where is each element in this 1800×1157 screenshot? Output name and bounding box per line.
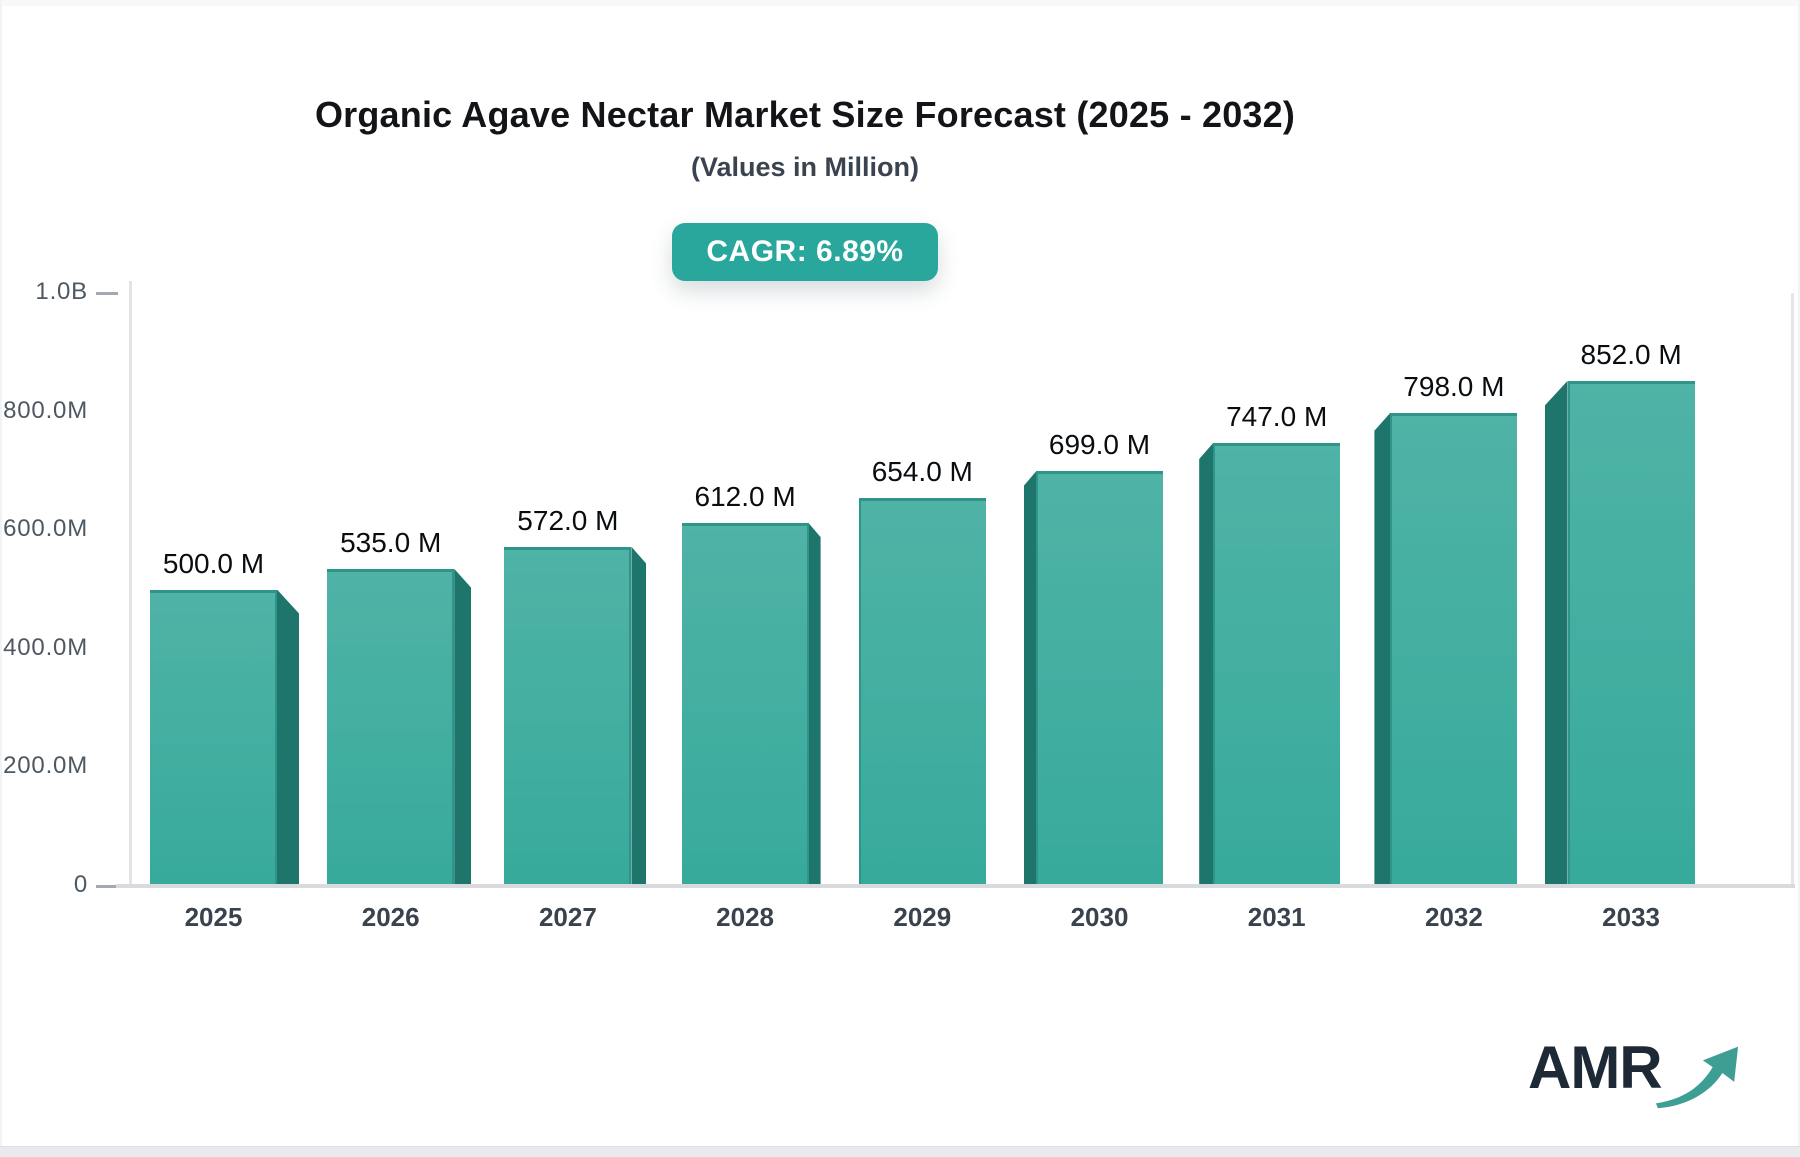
bar-value-label: 852.0 M	[1580, 338, 1682, 370]
bar-2029[interactable]	[858, 498, 986, 886]
x-axis-label: 2033	[1602, 902, 1661, 932]
bar-value-label: 572.0 M	[517, 504, 619, 536]
bar-value-label: 798.0 M	[1403, 370, 1505, 402]
bar-value-label: 500.0 M	[162, 547, 265, 579]
y-axis-tick-label: 0	[73, 871, 88, 898]
bar-2025[interactable]	[150, 589, 277, 886]
bar-value-label: 747.0 M	[1226, 401, 1328, 433]
chart-header: Organic Agave Nectar Market Size Forecas…	[0, 0, 1610, 281]
bar-side-face[interactable]	[454, 568, 472, 886]
page-right-edge	[1798, 0, 1800, 1156]
x-axis-label: 2026	[361, 902, 420, 932]
y-axis-tick-label: 200.0M	[3, 752, 88, 780]
page-top-strip	[0, 0, 1800, 6]
page-bottom-strip	[0, 1146, 1800, 1157]
y-axis-tick-label: 1.0B	[35, 278, 88, 305]
bar-side-face[interactable]	[631, 546, 647, 886]
bar-side-face[interactable]	[808, 523, 821, 886]
amr-logo-text: AMR	[1528, 1034, 1663, 1101]
bar-2026[interactable]	[327, 568, 455, 886]
bar-value-label: 699.0 M	[1048, 429, 1151, 461]
chart-subtitle: (Values in Million)	[690, 152, 920, 182]
bar-value-label: 612.0 M	[694, 481, 796, 513]
bar-2032[interactable]	[1390, 412, 1518, 886]
y-axis-tick-label: 600.0M	[3, 515, 88, 543]
bar-value-label: 535.0 M	[340, 526, 442, 558]
cagr-badge: CAGR: 6.89%	[672, 223, 938, 281]
y-axis-tick-label: 400.0M	[3, 633, 88, 661]
x-axis-label: 2025	[184, 902, 243, 932]
bar-side-face[interactable]	[1544, 380, 1568, 886]
bar-side-face[interactable]	[1024, 471, 1036, 886]
bar-value-label: 654.0 M	[871, 456, 973, 488]
y-axis-line	[129, 281, 132, 886]
amr-logo: AMR	[1528, 1036, 1742, 1110]
bar-2030[interactable]	[1036, 471, 1163, 886]
x-axis-label: 2032	[1424, 902, 1483, 932]
x-axis-label: 2027	[538, 902, 597, 932]
bar-2033[interactable]	[1567, 380, 1695, 886]
x-axis-label: 2029	[893, 902, 952, 932]
chart-title: Organic Agave Nectar Market Size Forecas…	[314, 94, 1296, 135]
x-axis-label: 2028	[716, 902, 775, 932]
bar-side-face[interactable]	[1374, 412, 1391, 886]
bar-2027[interactable]	[504, 546, 632, 886]
page-left-edge	[0, 0, 2, 1156]
bar-side-face[interactable]	[1199, 443, 1214, 886]
y-axis-tick-mark	[96, 292, 118, 295]
y-axis-tick-label: 800.0M	[3, 396, 88, 424]
bar-2028[interactable]	[681, 523, 809, 886]
bar-2031[interactable]	[1213, 443, 1341, 886]
x-axis-label: 2030	[1070, 902, 1129, 932]
trend-up-arrow-icon	[1655, 1046, 1738, 1109]
plot-right-border	[1791, 293, 1794, 886]
x-axis-baseline	[116, 884, 1795, 888]
bar-side-face[interactable]	[277, 589, 299, 886]
x-axis-label: 2031	[1247, 902, 1306, 932]
y-axis-tick-mark	[96, 885, 118, 888]
